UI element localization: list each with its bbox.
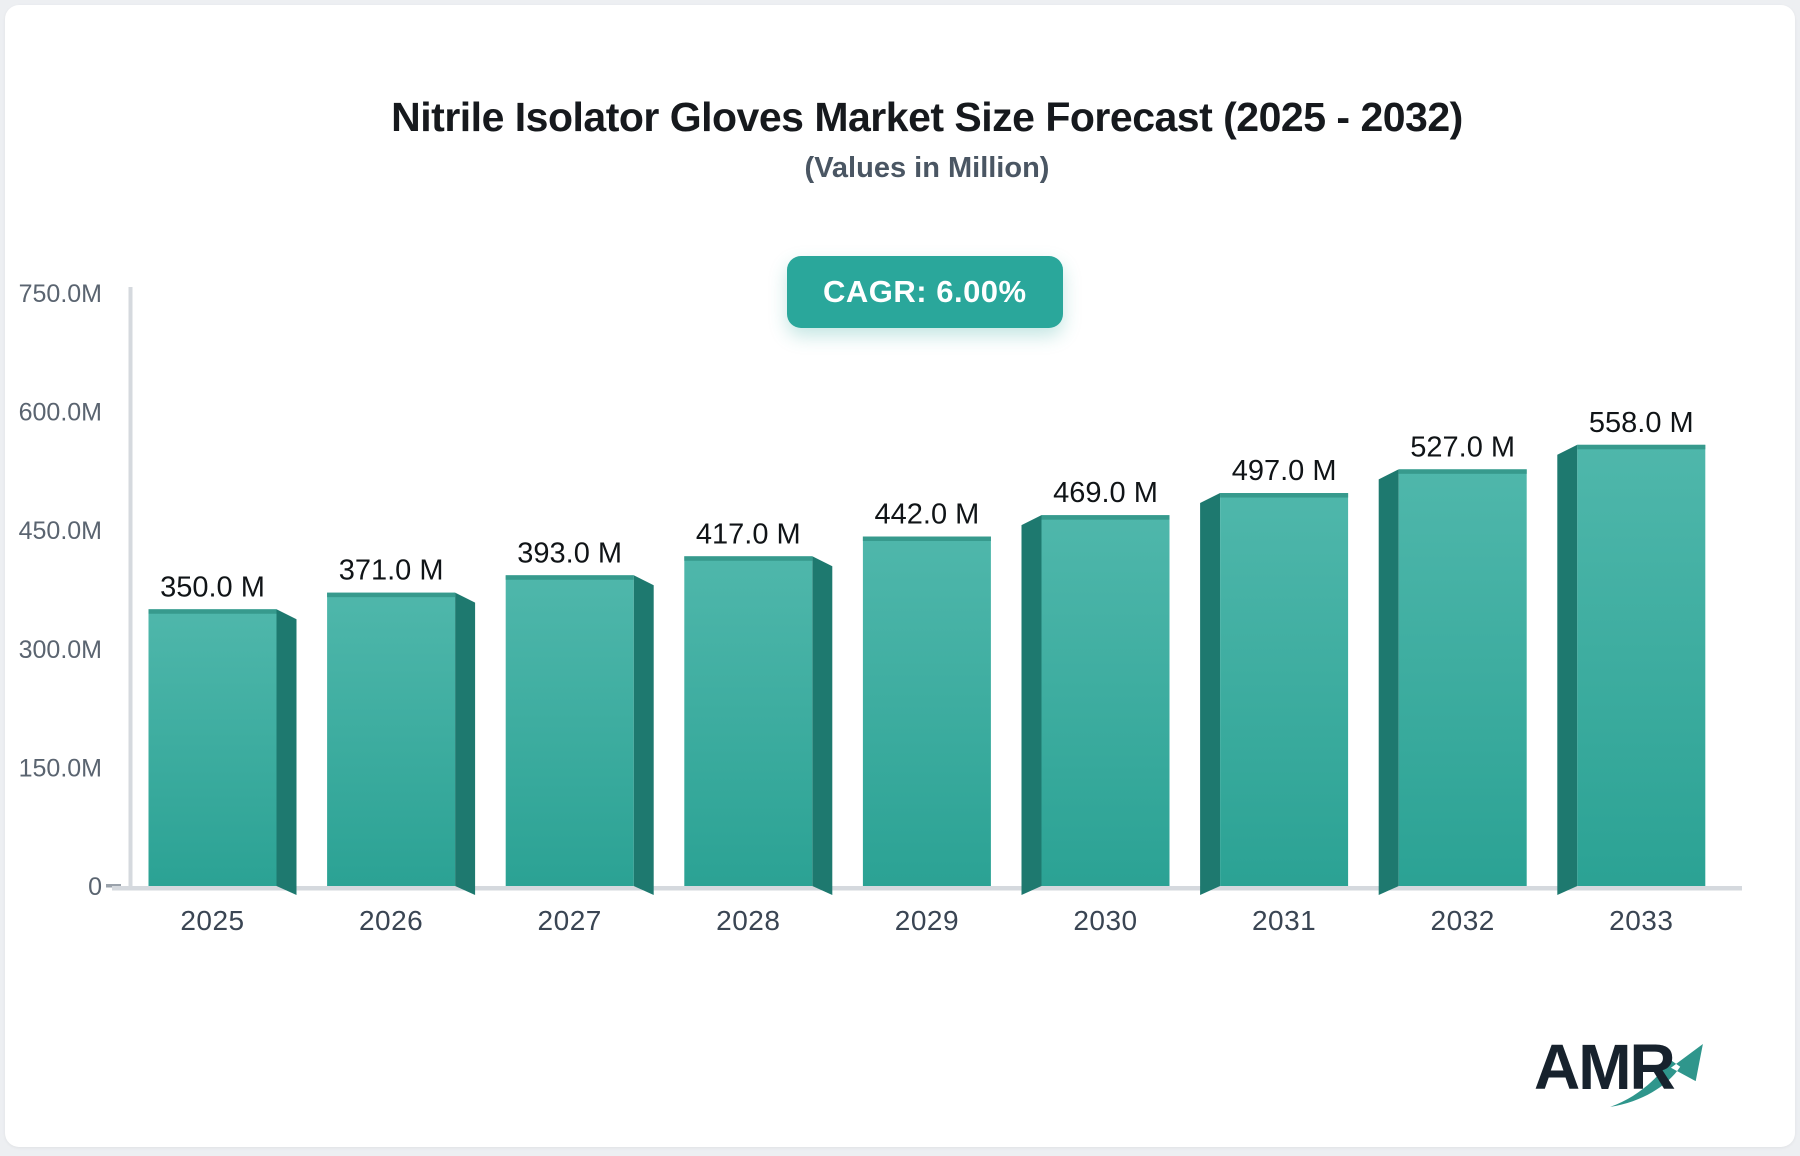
- chart-subtitle: (Values in Million): [804, 152, 1050, 184]
- x-axis-label: 2026: [359, 905, 423, 936]
- bar-side: [1557, 444, 1578, 895]
- bar-value-label: 527.0 M: [1410, 431, 1515, 463]
- y-axis-tick-label: 150.0M: [19, 754, 102, 782]
- y-axis-tick-label: 600.0M: [19, 399, 102, 427]
- bar-face: [1398, 469, 1527, 886]
- bar-top-edge: [1398, 469, 1527, 474]
- amr-logo-text: AMR: [1534, 1031, 1676, 1103]
- bar-group-2025: 350.0 M 2025: [148, 571, 297, 936]
- bar-group-2028: 417.0 M 2028: [684, 518, 833, 936]
- bar-value-label: 371.0 M: [339, 555, 444, 587]
- bar-value-label: 497.0 M: [1232, 455, 1337, 487]
- bar-group-2031: 497.0 M 2031: [1200, 455, 1349, 936]
- bar-side: [633, 575, 654, 895]
- bar-face: [1577, 444, 1706, 886]
- bar-value-label: 469.0 M: [1053, 477, 1158, 509]
- bar-side: [455, 592, 476, 895]
- bar-group-2032: 527.0 M 2032: [1378, 431, 1527, 936]
- bar-group-2030: 469.0 M 2030: [1021, 477, 1170, 936]
- cagr-badge: CAGR: 6.00%: [787, 256, 1063, 328]
- x-axis-label: 2027: [538, 905, 602, 936]
- bar-top-edge: [1041, 515, 1170, 520]
- bar-top-edge: [1220, 493, 1349, 498]
- y-axis-tick-label: 0: [88, 873, 102, 901]
- x-axis-label: 2029: [895, 905, 959, 936]
- bar-face: [862, 536, 991, 886]
- bar-face: [1041, 515, 1170, 886]
- zero-tick-mark: [106, 884, 121, 888]
- bar-value-label: 558.0 M: [1589, 407, 1694, 439]
- bar-side: [1200, 493, 1221, 895]
- bar-face: [1220, 493, 1349, 886]
- bar-top-edge: [862, 536, 991, 542]
- bar-side: [276, 609, 297, 895]
- x-axis-label: 2032: [1431, 905, 1495, 936]
- bar-top-edge: [148, 609, 277, 614]
- bar-value-label: 393.0 M: [517, 537, 622, 569]
- x-axis-label: 2028: [716, 905, 780, 936]
- bar-top-edge: [684, 556, 813, 561]
- bar-top-edge: [505, 575, 634, 580]
- bar-value-label: 350.0 M: [160, 571, 265, 603]
- bar-face: [327, 592, 456, 886]
- bar-group-2033: 558.0 M 2033: [1557, 407, 1706, 936]
- x-axis-label: 2025: [180, 905, 244, 936]
- bar-face: [505, 575, 634, 886]
- bar-top-edge: [327, 592, 456, 598]
- bar-face: [148, 609, 277, 886]
- bar-side: [1021, 515, 1042, 895]
- y-axis-tick-label: 300.0M: [19, 636, 102, 664]
- x-axis-label: 2031: [1252, 905, 1316, 936]
- x-axis-line: [112, 886, 1742, 891]
- y-axis-tick-label: 750.0M: [19, 280, 102, 308]
- bar-group-2027: 393.0 M 2027: [505, 537, 654, 936]
- y-axis-line: [128, 287, 133, 890]
- bar-side: [1378, 469, 1399, 895]
- amr-logo: AMR: [1500, 1020, 1720, 1120]
- bar-face: [684, 556, 813, 886]
- chart-title: Nitrile Isolator Gloves Market Size Fore…: [391, 94, 1463, 140]
- y-axis-tick-label: 450.0M: [19, 517, 102, 545]
- bar-side: [812, 556, 833, 895]
- x-axis-label: 2033: [1609, 905, 1673, 936]
- x-axis-label: 2030: [1073, 905, 1137, 936]
- cagr-label: CAGR: 6.00%: [823, 274, 1027, 309]
- bar-value-label: 417.0 M: [696, 518, 801, 550]
- bar-group-2029: 442.0 M 2029: [862, 499, 991, 936]
- bar-value-label: 442.0 M: [875, 499, 980, 531]
- bar-top-edge: [1577, 444, 1706, 450]
- bar-group-2026: 371.0 M 2026: [327, 555, 476, 936]
